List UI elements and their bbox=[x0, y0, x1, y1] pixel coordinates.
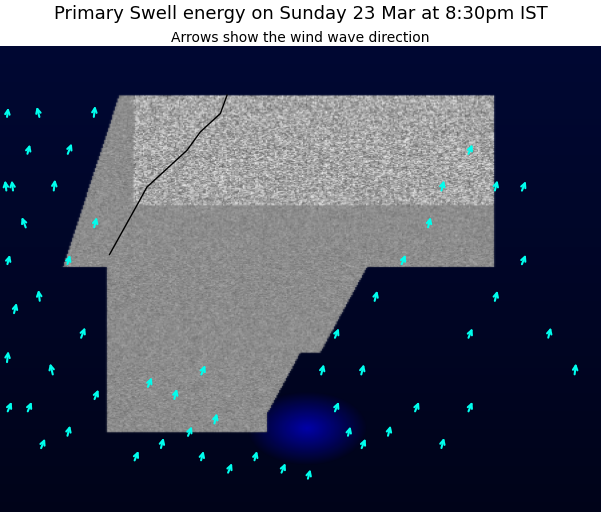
Text: Primary Swell energy on Sunday 23 Mar at 8:30pm IST: Primary Swell energy on Sunday 23 Mar at… bbox=[53, 5, 548, 23]
Ellipse shape bbox=[290, 420, 324, 444]
Text: Arrows show the wind wave direction: Arrows show the wind wave direction bbox=[171, 31, 430, 45]
Ellipse shape bbox=[274, 408, 341, 457]
